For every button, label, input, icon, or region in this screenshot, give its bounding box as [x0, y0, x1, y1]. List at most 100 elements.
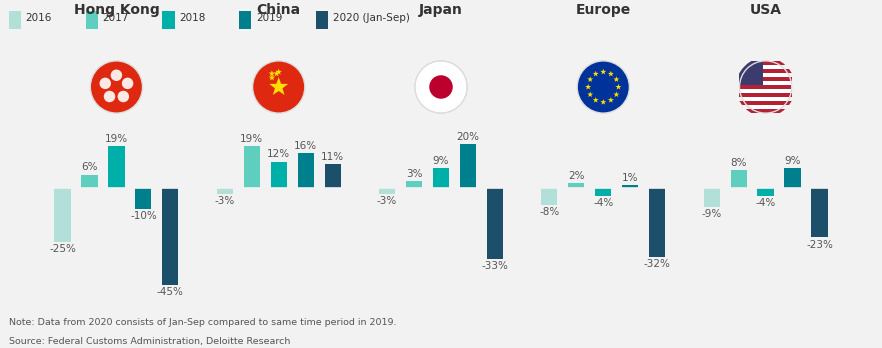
Polygon shape: [608, 97, 614, 103]
Text: -8%: -8%: [539, 207, 559, 217]
FancyBboxPatch shape: [739, 77, 792, 81]
Bar: [9, 11, 21, 29]
Polygon shape: [608, 71, 614, 77]
Bar: [622, 185, 639, 188]
Text: 2017: 2017: [102, 13, 129, 23]
Circle shape: [104, 91, 116, 102]
Bar: [784, 168, 801, 188]
Polygon shape: [613, 92, 619, 97]
FancyBboxPatch shape: [739, 85, 792, 89]
Bar: [271, 161, 287, 188]
Text: Note: Data from 2020 consists of Jan-Sep compared to same time period in 2019.: Note: Data from 2020 consists of Jan-Sep…: [9, 318, 396, 327]
Polygon shape: [585, 84, 591, 89]
Text: 2018: 2018: [179, 13, 206, 23]
Bar: [568, 183, 585, 188]
Text: -33%: -33%: [482, 261, 508, 271]
Text: -45%: -45%: [157, 287, 183, 297]
Bar: [542, 188, 557, 205]
Text: 12%: 12%: [267, 149, 290, 159]
Bar: [243, 147, 260, 188]
Polygon shape: [601, 99, 606, 105]
Circle shape: [100, 78, 111, 89]
Text: 8%: 8%: [730, 158, 747, 168]
Bar: [162, 188, 178, 285]
Bar: [239, 11, 251, 29]
Bar: [460, 144, 476, 188]
Circle shape: [113, 84, 120, 90]
Bar: [316, 11, 328, 29]
Circle shape: [122, 78, 133, 89]
Text: 9%: 9%: [433, 156, 449, 166]
Text: -3%: -3%: [377, 196, 397, 206]
Bar: [406, 181, 422, 188]
Text: -23%: -23%: [806, 239, 833, 250]
Polygon shape: [601, 69, 606, 74]
FancyBboxPatch shape: [739, 61, 792, 65]
Polygon shape: [593, 71, 599, 77]
Circle shape: [415, 61, 467, 113]
Text: 2016: 2016: [26, 13, 52, 23]
Text: -9%: -9%: [701, 209, 721, 219]
Text: 2%: 2%: [568, 171, 585, 181]
Bar: [86, 11, 98, 29]
Bar: [433, 168, 449, 188]
Polygon shape: [269, 77, 288, 95]
Text: 6%: 6%: [81, 163, 98, 173]
Text: 16%: 16%: [294, 141, 318, 151]
Circle shape: [739, 61, 792, 113]
Bar: [730, 170, 747, 188]
FancyBboxPatch shape: [739, 101, 792, 105]
Circle shape: [252, 61, 305, 113]
Text: Source: Federal Customs Administration, Deloitte Research: Source: Federal Customs Administration, …: [9, 337, 290, 346]
Circle shape: [577, 61, 630, 113]
Bar: [325, 164, 340, 188]
Polygon shape: [587, 92, 594, 97]
Polygon shape: [616, 84, 622, 89]
Text: 9%: 9%: [784, 156, 801, 166]
Polygon shape: [269, 74, 275, 80]
Polygon shape: [269, 70, 275, 76]
Bar: [595, 188, 611, 196]
Text: 19%: 19%: [105, 134, 128, 144]
Bar: [55, 188, 71, 242]
Bar: [487, 188, 503, 259]
Text: 11%: 11%: [321, 152, 344, 161]
Circle shape: [110, 70, 123, 81]
Text: China: China: [257, 3, 301, 17]
Bar: [811, 188, 827, 237]
Text: Europe: Europe: [576, 3, 631, 17]
FancyBboxPatch shape: [739, 69, 792, 73]
Text: 3%: 3%: [406, 169, 422, 179]
Text: 2020 (Jan-Sep): 2020 (Jan-Sep): [333, 13, 409, 23]
Text: -10%: -10%: [130, 212, 157, 221]
Text: Japan: Japan: [419, 3, 463, 17]
Bar: [704, 188, 720, 207]
Text: -25%: -25%: [49, 244, 76, 254]
FancyBboxPatch shape: [739, 109, 792, 113]
Bar: [81, 175, 98, 188]
Text: Hong Kong: Hong Kong: [73, 3, 160, 17]
FancyBboxPatch shape: [739, 93, 792, 97]
Circle shape: [117, 91, 129, 102]
Text: -32%: -32%: [644, 259, 670, 269]
Text: -4%: -4%: [756, 198, 775, 208]
Polygon shape: [273, 70, 280, 76]
Bar: [649, 188, 665, 257]
Circle shape: [430, 75, 452, 99]
Text: USA: USA: [750, 3, 781, 17]
Text: 19%: 19%: [240, 134, 264, 144]
Text: -4%: -4%: [594, 198, 613, 208]
FancyBboxPatch shape: [739, 61, 763, 85]
Text: 2019: 2019: [256, 13, 282, 23]
Bar: [135, 188, 152, 209]
Bar: [217, 188, 233, 194]
Circle shape: [90, 61, 143, 113]
Text: -3%: -3%: [214, 196, 235, 206]
Polygon shape: [275, 69, 282, 75]
Bar: [297, 153, 314, 188]
Bar: [758, 188, 774, 196]
Polygon shape: [587, 76, 594, 82]
Text: 1%: 1%: [622, 173, 639, 183]
Bar: [162, 11, 175, 29]
Text: 20%: 20%: [457, 132, 480, 142]
